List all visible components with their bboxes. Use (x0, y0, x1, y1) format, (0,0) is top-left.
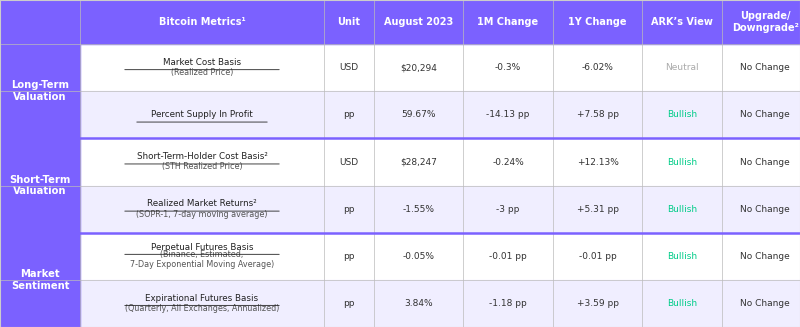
Text: -0.24%: -0.24% (492, 158, 524, 166)
Bar (463, 0, 553, 44)
Text: pp: pp (343, 299, 354, 308)
Text: No Change: No Change (740, 205, 790, 214)
Bar (642, 0, 722, 44)
Bar (80, 280, 800, 327)
Text: (Binance, Estimated,
7-Day Exponential Moving Average): (Binance, Estimated, 7-Day Exponential M… (130, 250, 274, 269)
Text: Bullish: Bullish (667, 252, 698, 261)
Text: Bitcoin Metrics¹: Bitcoin Metrics¹ (158, 17, 246, 27)
Text: (STH Realized Price): (STH Realized Price) (162, 163, 242, 171)
Bar (0, 44, 80, 138)
Text: Market Cost Basis: Market Cost Basis (163, 58, 241, 67)
Text: -0.3%: -0.3% (495, 63, 521, 72)
Text: +5.31 pp: +5.31 pp (577, 205, 618, 214)
Bar (80, 138, 800, 185)
Text: Neutral: Neutral (666, 63, 699, 72)
Text: No Change: No Change (740, 110, 790, 119)
Text: 59.67%: 59.67% (401, 110, 436, 119)
Text: -14.13 pp: -14.13 pp (486, 110, 530, 119)
Text: $20,294: $20,294 (400, 63, 437, 72)
Text: Long-Term
Valuation: Long-Term Valuation (11, 80, 69, 102)
Text: No Change: No Change (740, 252, 790, 261)
Text: +7.58 pp: +7.58 pp (577, 110, 618, 119)
Text: +12.13%: +12.13% (577, 158, 618, 166)
Text: -1.55%: -1.55% (402, 205, 434, 214)
Text: Short-Term-Holder Cost Basis²: Short-Term-Holder Cost Basis² (137, 152, 267, 161)
Text: Perpetual Futures Basis: Perpetual Futures Basis (150, 243, 254, 252)
Text: Realized Market Returns²: Realized Market Returns² (147, 199, 257, 208)
Text: (SOPR-1, 7-day moving average): (SOPR-1, 7-day moving average) (136, 210, 268, 218)
Text: -6.02%: -6.02% (582, 63, 614, 72)
Text: Upgrade/
Downgrade²: Upgrade/ Downgrade² (732, 11, 798, 33)
Text: pp: pp (343, 110, 354, 119)
Text: -0.05%: -0.05% (402, 252, 434, 261)
Bar (553, 0, 642, 44)
Text: Bullish: Bullish (667, 110, 698, 119)
Text: (Quarterly, All Exchanges, Annualized): (Quarterly, All Exchanges, Annualized) (125, 304, 279, 313)
Text: $28,247: $28,247 (400, 158, 437, 166)
Bar (80, 185, 800, 233)
Bar (0, 0, 80, 44)
Bar (80, 233, 800, 280)
Bar (80, 0, 324, 44)
Text: Bullish: Bullish (667, 158, 698, 166)
Text: ARK’s View: ARK’s View (651, 17, 714, 27)
Bar (374, 0, 463, 44)
Bar (722, 0, 800, 44)
Text: Expirational Futures Basis: Expirational Futures Basis (146, 294, 258, 303)
Text: USD: USD (339, 158, 358, 166)
Text: Short-Term
Valuation: Short-Term Valuation (10, 175, 70, 197)
Text: -0.01 pp: -0.01 pp (489, 252, 527, 261)
Text: No Change: No Change (740, 299, 790, 308)
Bar (324, 0, 374, 44)
Text: -0.01 pp: -0.01 pp (578, 252, 617, 261)
Text: Bullish: Bullish (667, 299, 698, 308)
Text: 1Y Change: 1Y Change (568, 17, 627, 27)
Bar (80, 44, 800, 91)
Text: Market
Sentiment: Market Sentiment (10, 269, 70, 291)
Text: August 2023: August 2023 (384, 17, 453, 27)
Text: +3.59 pp: +3.59 pp (577, 299, 618, 308)
Text: Unit: Unit (338, 17, 360, 27)
Text: -1.18 pp: -1.18 pp (489, 299, 527, 308)
Text: No Change: No Change (740, 63, 790, 72)
Bar (80, 91, 800, 138)
Text: Percent Supply In Profit: Percent Supply In Profit (151, 110, 253, 119)
Text: -3 pp: -3 pp (496, 205, 520, 214)
Bar (0, 233, 80, 327)
Text: Bullish: Bullish (667, 205, 698, 214)
Text: USD: USD (339, 63, 358, 72)
Text: pp: pp (343, 205, 354, 214)
Text: 3.84%: 3.84% (404, 299, 433, 308)
Text: (Realized Price): (Realized Price) (171, 68, 233, 77)
Text: 1M Change: 1M Change (478, 17, 538, 27)
Bar (0, 138, 80, 233)
Text: No Change: No Change (740, 158, 790, 166)
Text: pp: pp (343, 252, 354, 261)
